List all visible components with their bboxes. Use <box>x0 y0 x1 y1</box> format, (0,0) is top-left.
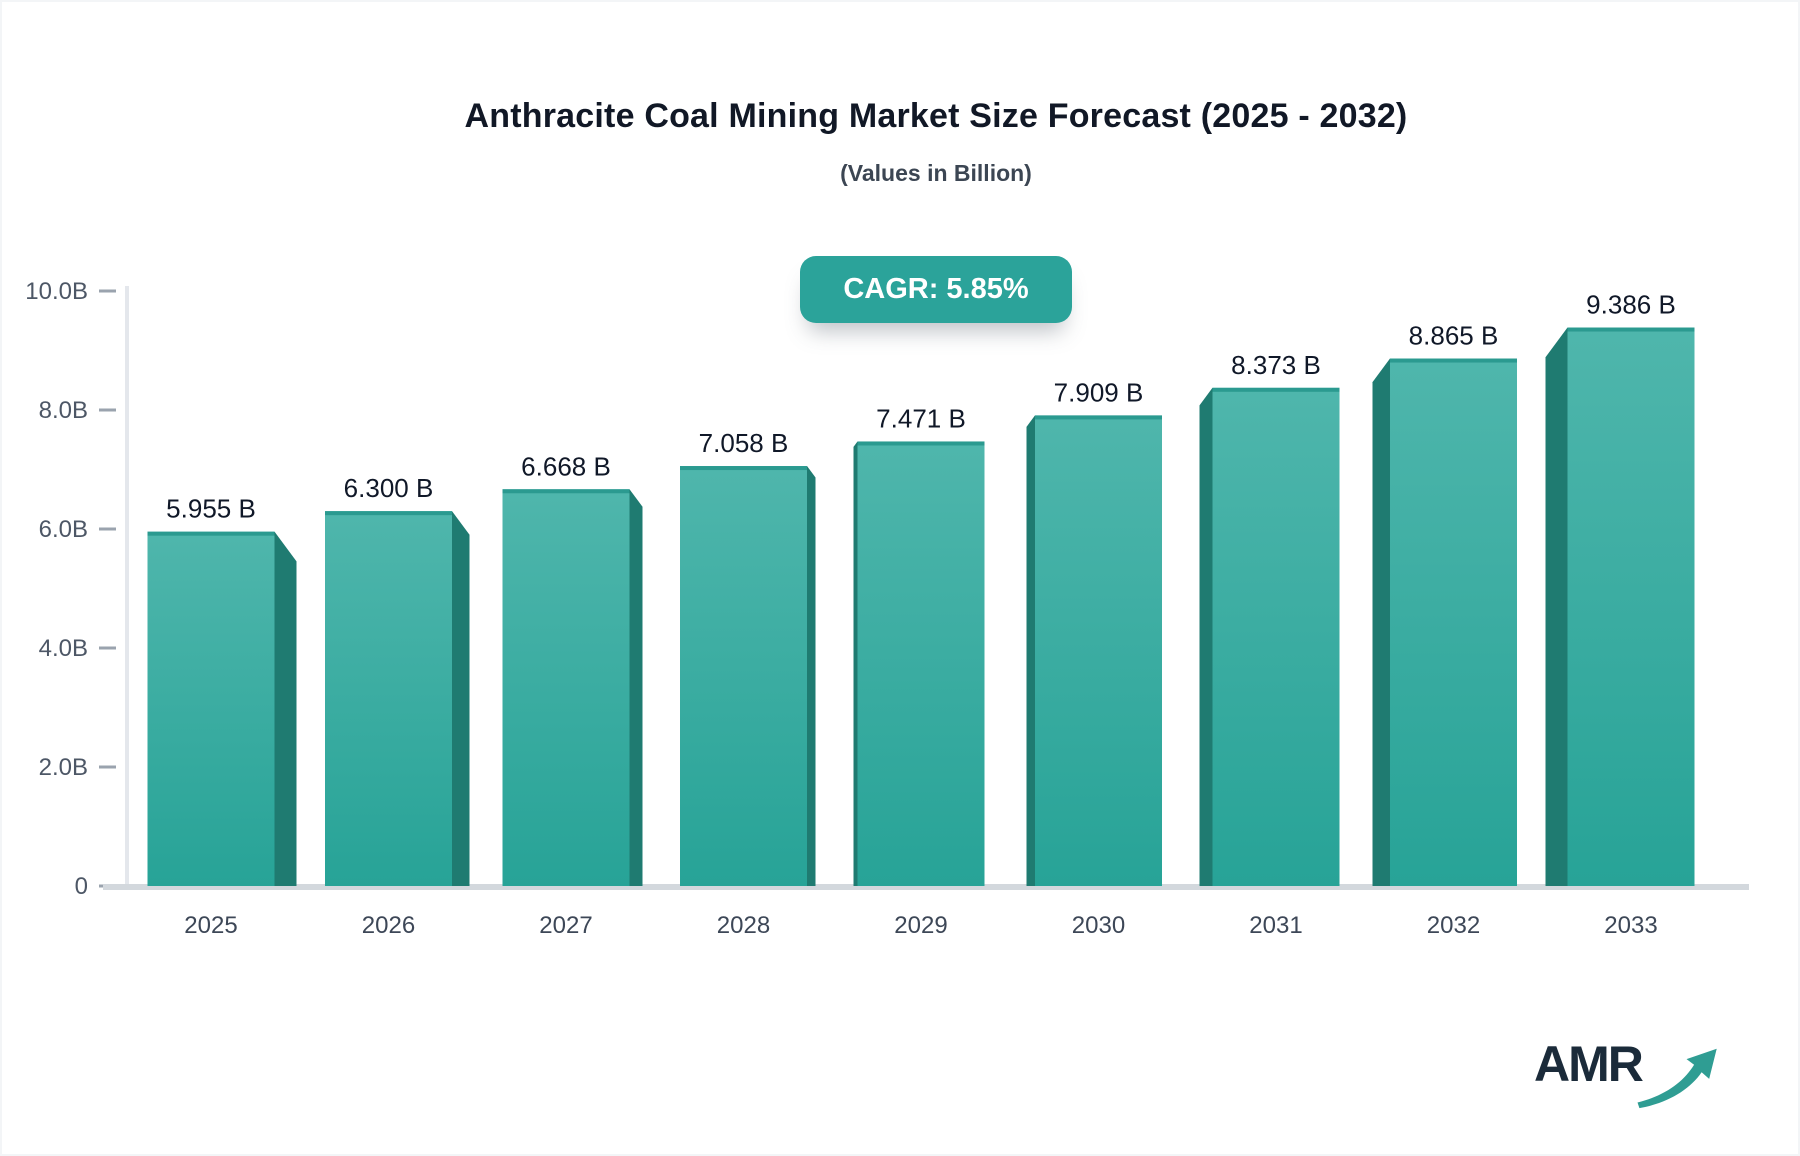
bar-value-label: 9.386 B <box>1586 290 1676 320</box>
bar-2028 <box>680 466 807 886</box>
bar-side-2028 <box>807 466 816 886</box>
bar-side-2025 <box>274 531 297 886</box>
y-axis-label: 2.0B <box>39 754 88 781</box>
bar-side-2026 <box>452 511 470 886</box>
y-axis-label: 6.0B <box>39 516 88 543</box>
x-axis-label: 2025 <box>184 912 237 939</box>
bar-2027 <box>502 489 630 886</box>
bar-top-edge-2031 <box>1212 387 1340 392</box>
y-axis-label: 0 <box>75 873 88 900</box>
bar-2026 <box>325 511 452 886</box>
bar-value-label: 6.668 B <box>521 451 611 481</box>
x-axis-label: 2033 <box>1604 912 1657 939</box>
y-axis-tick <box>99 765 116 769</box>
bar-value-label: 8.373 B <box>1231 350 1321 380</box>
bar-value-label: 7.058 B <box>699 428 789 458</box>
bar-2030 <box>1035 415 1162 886</box>
amr-logo-arrow-icon <box>1637 1048 1717 1109</box>
bar-side-2030 <box>1026 415 1035 886</box>
bar-side-2029 <box>853 441 858 886</box>
y-axis-tick <box>99 646 116 650</box>
bar-top-edge-2030 <box>1035 415 1162 420</box>
x-axis-baseline <box>103 884 1749 890</box>
x-axis-label: 2027 <box>539 912 592 939</box>
bar-side-2032 <box>1372 358 1390 887</box>
bar-top-edge-2028 <box>680 466 807 471</box>
bar-top-edge-2026 <box>325 511 452 516</box>
y-axis-label: 10.0B <box>25 278 88 305</box>
bar-value-label: 8.865 B <box>1409 321 1499 351</box>
bar-value-label: 5.955 B <box>166 494 256 524</box>
bar-side-2027 <box>629 489 643 886</box>
y-axis-label: 4.0B <box>39 635 88 662</box>
chart-title: Anthracite Coal Mining Market Size Forec… <box>464 97 1408 135</box>
y-axis-tick <box>99 289 116 293</box>
bar-side-2031 <box>1199 387 1213 886</box>
x-axis-label: 2032 <box>1427 912 1480 939</box>
bar-2029 <box>857 441 985 886</box>
y-axis-tick <box>99 408 116 412</box>
bar-2031 <box>1212 387 1340 886</box>
y-axis-line <box>125 286 129 890</box>
bar-2025 <box>147 531 275 886</box>
y-axis-tick <box>99 527 116 531</box>
x-axis-label: 2030 <box>1072 912 1125 939</box>
x-axis-label: 2028 <box>717 912 770 939</box>
bar-2033 <box>1567 327 1695 887</box>
amr-logo-text: AMR <box>1534 1036 1644 1092</box>
bar-value-label: 6.300 B <box>344 473 434 503</box>
chart-subtitle: (Values in Billion) <box>840 160 1032 186</box>
bar-top-edge-2033 <box>1567 327 1695 332</box>
bar-top-edge-2025 <box>147 531 275 536</box>
x-axis-label: 2029 <box>894 912 947 939</box>
bar-side-2033 <box>1545 327 1568 887</box>
bar-top-edge-2032 <box>1390 358 1517 363</box>
bar-2032 <box>1390 358 1517 887</box>
cagr-badge: CAGR: 5.85% <box>800 256 1072 323</box>
x-axis-label: 2026 <box>362 912 415 939</box>
bar-value-label: 7.909 B <box>1054 377 1144 407</box>
bar-top-edge-2029 <box>857 441 985 446</box>
bar-value-label: 7.471 B <box>876 403 966 433</box>
x-axis-label: 2031 <box>1249 912 1302 939</box>
bar-top-edge-2027 <box>502 489 630 494</box>
amr-logo: AMR <box>1534 1036 1722 1110</box>
y-axis-label: 8.0B <box>39 397 88 424</box>
